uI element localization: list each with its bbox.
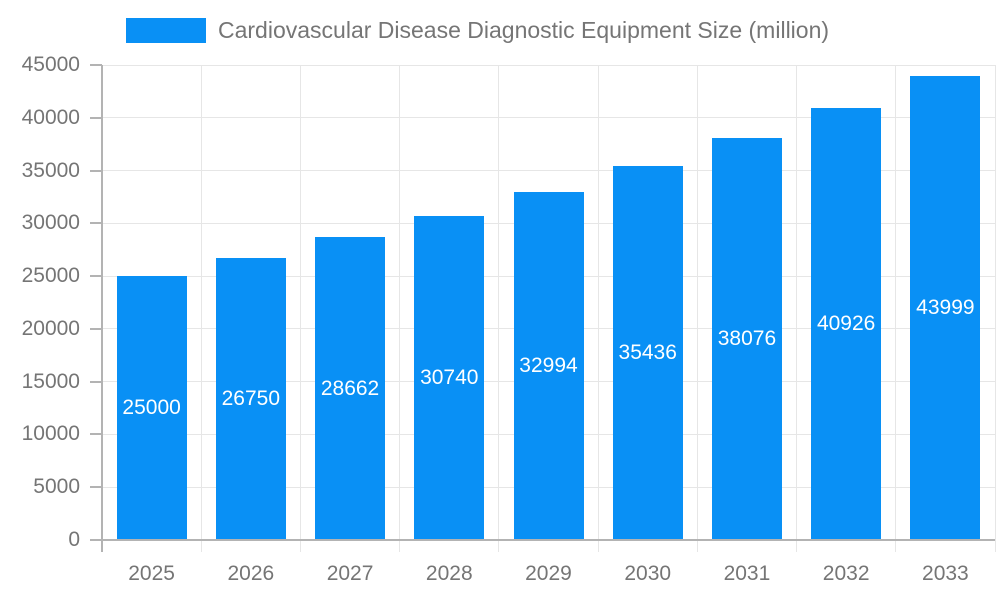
- x-gridline: [994, 65, 996, 540]
- x-axis-label: 2028: [425, 562, 473, 585]
- y-axis-label: 20000: [21, 316, 80, 340]
- bar-value-label: 25000: [122, 396, 181, 420]
- bar-value-label: 30740: [420, 365, 479, 389]
- bar-2029[interactable]: [513, 191, 584, 540]
- y-axis-tick: [90, 169, 102, 172]
- y-axis-label: 45000: [21, 53, 80, 76]
- y-axis-tick: [90, 380, 102, 383]
- bar-value-label: 38076: [717, 327, 777, 351]
- x-axis-tick: [895, 540, 897, 552]
- y-axis-line: [101, 65, 103, 552]
- x-axis-label: 2031: [723, 562, 771, 585]
- y-gridline: [102, 117, 995, 119]
- legend[interactable]: Cardiovascular Disease Diagnostic Equipm…: [126, 17, 829, 44]
- x-gridline: [895, 65, 897, 540]
- x-axis-label: 2032: [822, 562, 870, 585]
- bar-value-label: 26750: [221, 386, 281, 410]
- x-axis-tick: [200, 540, 202, 552]
- y-axis-label: 40000: [21, 105, 80, 129]
- bar-2030[interactable]: [612, 165, 683, 540]
- y-axis-tick: [90, 539, 102, 541]
- y-gridline: [102, 170, 995, 172]
- y-gridline: [102, 64, 995, 66]
- bar-2031[interactable]: [711, 138, 782, 540]
- y-axis-label: 30000: [21, 211, 80, 235]
- x-axis-label: 2027: [326, 562, 374, 585]
- y-axis-tick: [90, 486, 102, 489]
- x-axis-tick: [299, 540, 301, 552]
- bar-value-label: 28662: [320, 376, 380, 400]
- y-axis-tick: [90, 222, 102, 225]
- bar-value-label: 40926: [816, 312, 876, 335]
- x-axis-line: [102, 539, 995, 541]
- x-gridline: [796, 65, 798, 540]
- bar-2033[interactable]: [910, 75, 981, 540]
- x-gridline: [299, 65, 301, 540]
- x-axis-tick: [994, 540, 996, 552]
- bar-2032[interactable]: [811, 108, 882, 540]
- y-axis-tick: [90, 433, 102, 436]
- y-axis-tick: [90, 327, 102, 330]
- y-axis-label: 35000: [21, 158, 80, 182]
- y-axis-tick: [90, 275, 102, 278]
- x-axis-label: 2026: [227, 562, 275, 585]
- bar-value-label: 32994: [519, 353, 578, 377]
- x-gridline: [200, 65, 202, 540]
- x-axis-label: 2033: [922, 562, 969, 585]
- x-axis-tick: [399, 540, 401, 552]
- bar-2027[interactable]: [315, 237, 386, 540]
- bar-value-label: 43999: [916, 295, 975, 319]
- x-axis-label: 2025: [128, 562, 175, 585]
- x-gridline: [597, 65, 599, 540]
- x-axis-tick: [597, 540, 599, 552]
- legend-label: Cardiovascular Disease Diagnostic Equipm…: [218, 17, 830, 43]
- bar-value-label: 35436: [618, 340, 677, 364]
- x-axis-label: 2029: [525, 562, 572, 585]
- legend-swatch: [126, 18, 206, 43]
- x-axis-label: 2030: [624, 562, 672, 585]
- y-axis-label: 5000: [33, 475, 80, 499]
- x-axis-tick: [498, 540, 500, 552]
- y-axis-label: 0: [68, 528, 80, 551]
- y-axis-tick: [90, 64, 102, 66]
- bar-2026[interactable]: [215, 257, 286, 540]
- y-axis-label: 10000: [21, 422, 80, 446]
- y-axis-label: 15000: [21, 369, 80, 393]
- y-axis-tick: [90, 116, 102, 119]
- x-gridline: [498, 65, 500, 540]
- y-axis-label: 25000: [21, 264, 80, 288]
- x-gridline: [399, 65, 401, 540]
- x-axis-tick: [796, 540, 798, 552]
- x-axis-tick: [696, 540, 698, 552]
- x-gridline: [696, 65, 698, 540]
- bar-2025[interactable]: [116, 276, 187, 540]
- bar-2028[interactable]: [414, 215, 485, 540]
